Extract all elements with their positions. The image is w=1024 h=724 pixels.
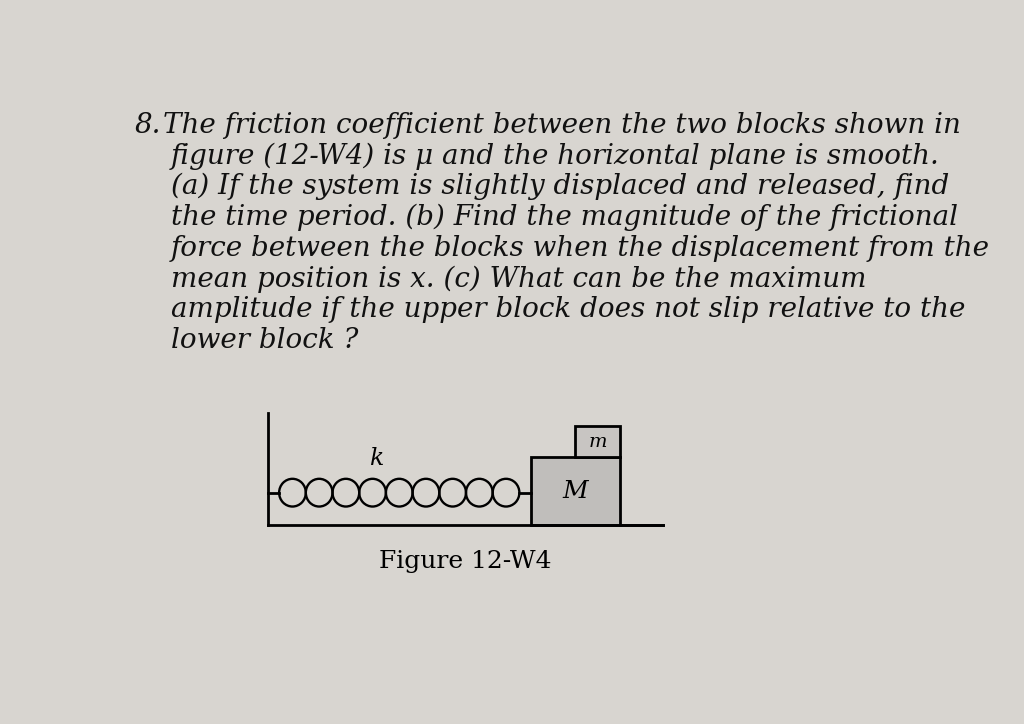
Text: M: M	[563, 479, 589, 502]
Text: (a) If the system is slightly displaced and released, find: (a) If the system is slightly displaced …	[171, 173, 949, 201]
Text: 8.: 8.	[134, 111, 161, 138]
Bar	[575, 426, 621, 458]
Text: k: k	[369, 447, 383, 470]
Text: amplitude if the upper block does not slip relative to the: amplitude if the upper block does not sl…	[171, 296, 965, 324]
Bar	[531, 458, 621, 525]
Text: lower block ?: lower block ?	[171, 327, 358, 354]
Text: mean position is x. (c) What can be the maximum: mean position is x. (c) What can be the …	[171, 266, 866, 293]
Text: the time period. (b) Find the magnitude of the frictional: the time period. (b) Find the magnitude …	[171, 204, 957, 231]
Text: force between the blocks when the displacement from the: force between the blocks when the displa…	[171, 235, 989, 261]
Text: figure (12-W4) is μ and the horizontal plane is smooth.: figure (12-W4) is μ and the horizontal p…	[171, 143, 939, 169]
Text: m: m	[589, 433, 607, 451]
Text: Figure 12-W4: Figure 12-W4	[379, 550, 551, 573]
Text: The friction coefficient between the two blocks shown in: The friction coefficient between the two…	[163, 111, 961, 138]
